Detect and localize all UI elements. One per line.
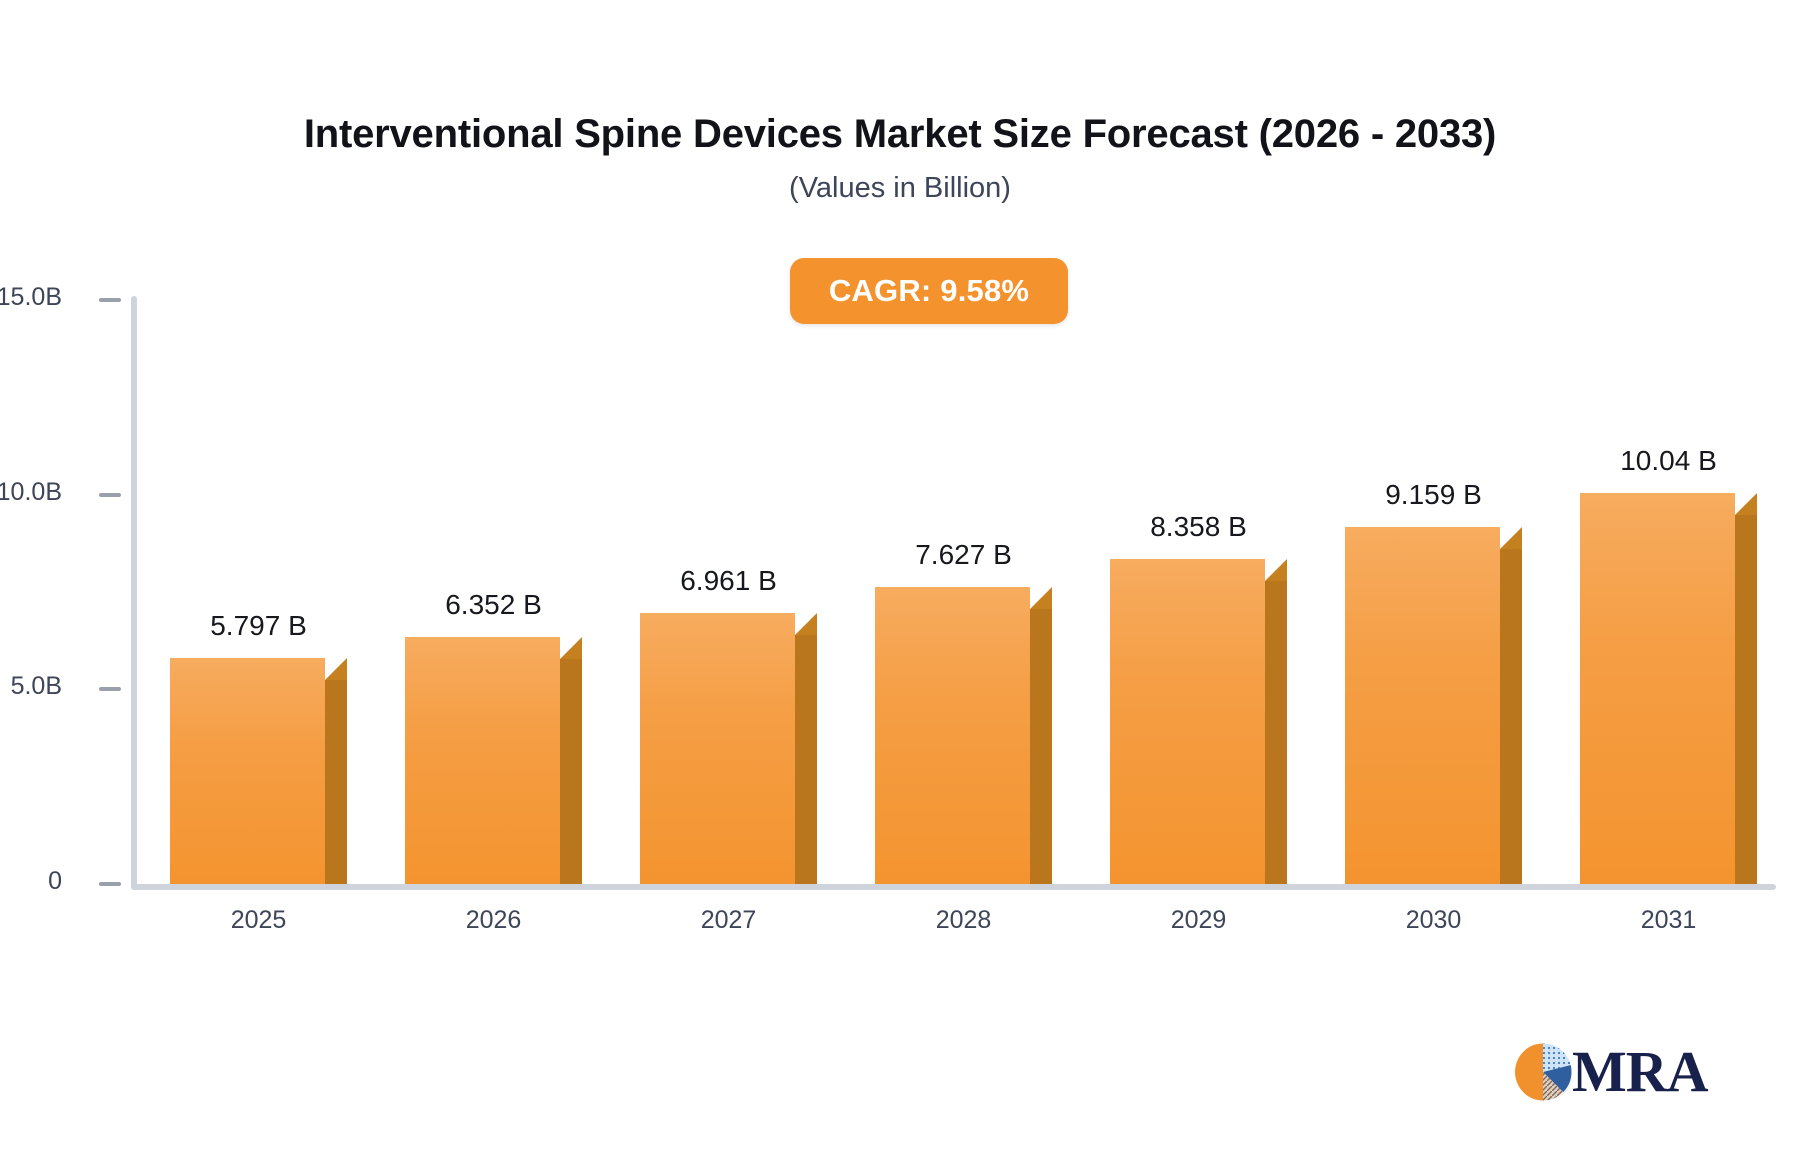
bar[interactable]: [640, 613, 817, 884]
bar-side-face: [1265, 580, 1287, 884]
bar-top-face: [1500, 527, 1522, 550]
x-axis-label: 2027: [700, 906, 757, 934]
cagr-badge-label: CAGR: 9.58%: [828, 273, 1030, 308]
bar-top-face: [1735, 493, 1757, 516]
bar-top-face: [325, 658, 347, 681]
bar-value-label: 6.961 B: [680, 564, 777, 596]
bar-front-face: [1110, 558, 1265, 884]
bar-side-face: [1030, 609, 1052, 884]
bar-side-face: [1500, 549, 1522, 884]
y-axis-label: 5.0B: [10, 672, 62, 701]
bar-front-face: [405, 636, 560, 884]
cagr-badge: CAGR: 9.58%: [790, 258, 1068, 324]
chart-subtitle: (Values in Billion): [789, 172, 1011, 204]
x-axis-line: [131, 884, 1776, 890]
bar-value-label: 10.04 B: [1620, 445, 1717, 477]
bar-front-face: [170, 658, 325, 884]
x-axis-label: 2031: [1640, 906, 1697, 934]
bar-front-face: [640, 613, 795, 884]
bar-side-face: [1735, 515, 1757, 884]
bar[interactable]: [405, 636, 582, 884]
bar-side-face: [795, 635, 817, 884]
mra-logo: MRA: [1512, 1038, 1712, 1106]
bar-top-face: [1265, 558, 1287, 581]
y-axis-line: [131, 296, 137, 888]
bar[interactable]: [875, 587, 1052, 884]
bar[interactable]: [170, 658, 347, 884]
y-axis-tick: [99, 882, 121, 886]
y-axis-label: 10.0B: [0, 477, 62, 506]
bar[interactable]: [1345, 527, 1522, 884]
logo-wordmark: MRA: [1572, 1039, 1709, 1104]
y-axis-label: 15.0B: [0, 283, 62, 311]
bar-side-face: [325, 680, 347, 884]
x-axis-label: 2028: [935, 906, 992, 934]
bar-top-face: [795, 613, 817, 635]
bar-value-label: 9.159 B: [1385, 479, 1482, 511]
bar-side-face: [560, 658, 582, 884]
bar-top-face: [1030, 587, 1052, 610]
x-axis-label: 2025: [230, 906, 287, 934]
y-axis-tick: [99, 492, 121, 497]
x-axis-label: 2026: [465, 906, 522, 934]
bar-front-face: [1580, 493, 1735, 884]
bar-top-face: [560, 636, 582, 659]
bar-value-label: 6.352 B: [445, 588, 542, 620]
y-axis-tick: [99, 298, 121, 302]
bar-value-label: 5.797 B: [210, 610, 307, 642]
y-axis-label: 0: [48, 867, 62, 895]
bar-value-label: 8.358 B: [1150, 510, 1247, 542]
bar-front-face: [875, 587, 1030, 884]
y-axis-tick: [99, 687, 121, 692]
plot-area: 0 5.0B 10.0B 15.0B 5.797 B 6.352 B 6.961 B 7.6…: [0, 283, 1776, 934]
bar-value-label: 7.627 B: [915, 539, 1012, 571]
x-axis-label: 2029: [1170, 906, 1227, 934]
bar-front-face: [1345, 527, 1500, 884]
bar[interactable]: [1580, 493, 1757, 884]
x-axis-label: 2030: [1405, 906, 1462, 934]
bar[interactable]: [1110, 558, 1287, 884]
pie-chart-icon: [1513, 1042, 1573, 1102]
chart-title: Interventional Spine Devices Market Size…: [303, 112, 1497, 156]
